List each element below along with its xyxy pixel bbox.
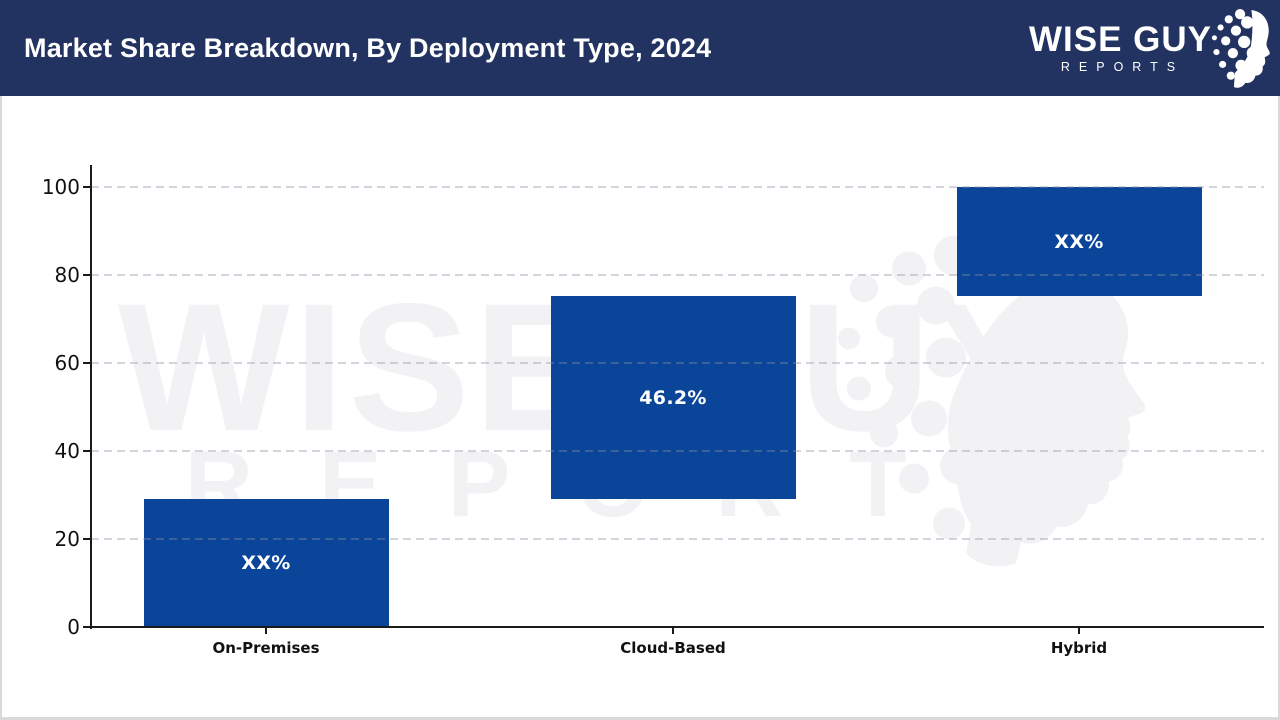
y-tick-mark [83,450,90,452]
bar-hybrid[interactable]: XX% [956,187,1202,297]
y-tick-label: 20 [54,527,80,551]
gridline-60 [91,362,1264,364]
x-axis-label: Hybrid [1050,639,1108,657]
y-tick-mark [83,538,90,540]
y-tick-mark [83,186,90,188]
y-tick-label: 100 [41,175,80,199]
gridline-100 [91,186,1264,188]
bar-value-label: XX% [1054,230,1104,253]
header: Market Share Breakdown, By Deployment Ty… [0,0,1280,96]
gridline-20 [91,538,1264,540]
x-axis [90,626,1264,628]
x-axis-label: Cloud-Based [620,639,726,657]
bar-on-premises[interactable]: XX% [143,499,389,627]
y-tick-mark [83,626,90,628]
bar-cloud-based[interactable]: 46.2% [550,296,796,500]
gridline-80 [91,274,1264,276]
logo-subtext: REPORTS [1060,60,1185,74]
brand-logo-text: WISE GUY REPORTS [1028,20,1212,75]
logo-head-icon [1211,9,1270,88]
x-axis-label: On-Premises [212,639,320,657]
y-tick-label: 60 [54,351,80,375]
y-tick-label: 80 [54,263,80,287]
x-tick-mark [1078,627,1080,634]
bar-value-label: 46.2% [639,386,707,409]
y-tick-mark [83,274,90,276]
x-tick-mark [265,627,267,634]
y-tick-mark [83,362,90,364]
bar-value-label: XX% [241,552,291,575]
gridline-40 [91,450,1264,452]
page-title: Market Share Breakdown, By Deployment Ty… [24,32,712,63]
y-tick-label: 0 [67,615,80,639]
logo-wordmark: WISE GUY [1028,20,1212,59]
brand-logo: WISE GUY REPORTS [1029,0,1270,96]
x-tick-mark [672,627,674,634]
y-tick-label: 40 [54,439,80,463]
y-axis [90,165,92,629]
